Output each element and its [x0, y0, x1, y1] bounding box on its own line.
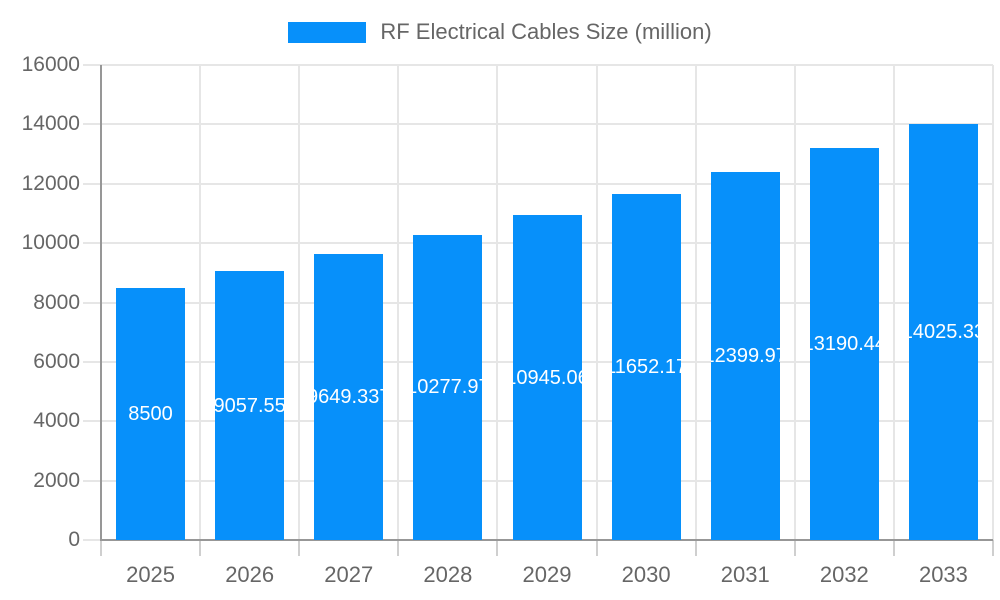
x-axis-tick	[595, 540, 598, 556]
x-gridline	[298, 65, 301, 540]
y-tick-label: 6000	[33, 349, 80, 373]
bar-value-label: 12399.97	[711, 344, 780, 367]
x-tick-label: 2025	[126, 562, 176, 587]
x-tick-label: 2029	[522, 562, 572, 587]
x-tick-label: 2026	[225, 562, 275, 587]
y-tick-label: 16000	[21, 53, 80, 76]
y-tick-label: 12000	[21, 171, 80, 195]
bar-value-label: 10277.97	[413, 376, 482, 399]
y-tick-label: 14000	[21, 112, 80, 136]
x-axis-tick	[892, 540, 895, 556]
legend-label: RF Electrical Cables Size (million)	[380, 19, 712, 44]
x-gridline	[397, 65, 400, 540]
bar[interactable]: 9057.55	[215, 271, 285, 540]
bar-value-label: 9649.337	[314, 385, 383, 408]
x-gridline	[496, 65, 499, 540]
y-gridline	[83, 64, 993, 66]
x-tick-label: 2027	[324, 562, 374, 587]
bar[interactable]: 11652.17	[611, 194, 681, 540]
bar-value-label: 8500	[128, 402, 173, 425]
x-gridline	[595, 65, 598, 540]
x-tick-label: 2028	[423, 562, 473, 587]
x-tick-label: 2033	[918, 562, 968, 587]
x-axis-tick	[199, 540, 202, 556]
y-gridline	[83, 182, 993, 185]
x-axis-tick	[793, 540, 796, 556]
legend-swatch	[288, 21, 367, 43]
x-axis-tick	[298, 540, 301, 556]
x-gridline	[694, 65, 697, 540]
x-axis-tick	[397, 540, 400, 556]
bar-value-label: 10945.06	[513, 366, 582, 389]
bar[interactable]: 8500	[116, 287, 186, 540]
y-tick-label: 10000	[21, 231, 80, 255]
y-tick-label: 8000	[33, 290, 80, 314]
x-axis-tick	[694, 540, 697, 556]
bar-value-label: 9057.55	[215, 394, 285, 417]
x-gridline	[199, 65, 202, 540]
x-axis-tick	[496, 540, 499, 556]
x-tick-label: 2030	[621, 562, 671, 587]
y-gridline	[83, 123, 993, 126]
bar[interactable]: 14025.33	[908, 123, 978, 540]
x-axis-line	[100, 539, 993, 541]
x-gridline	[793, 65, 796, 540]
x-gridline	[892, 65, 895, 540]
x-gridline	[992, 65, 994, 540]
legend[interactable]: RF Electrical Cables Size (million)	[0, 14, 1000, 50]
y-axis-tick	[83, 539, 101, 541]
bar[interactable]: 10945.06	[512, 215, 582, 540]
x-tick-label: 2032	[819, 562, 869, 587]
bar-value-label: 11652.17	[612, 356, 681, 379]
bar[interactable]: 10277.97	[413, 234, 483, 540]
x-axis-tick	[992, 540, 994, 556]
bar-value-label: 14025.33	[909, 320, 978, 343]
y-tick-label: 2000	[33, 468, 80, 492]
x-tick-label: 2031	[720, 562, 770, 587]
y-tick-label: 0	[68, 528, 80, 551]
x-axis-tick	[100, 540, 102, 556]
bar[interactable]: 12399.97	[710, 171, 780, 540]
bar[interactable]: 9649.337	[314, 253, 384, 540]
y-axis-line	[100, 65, 102, 540]
y-tick-label: 4000	[33, 409, 80, 433]
